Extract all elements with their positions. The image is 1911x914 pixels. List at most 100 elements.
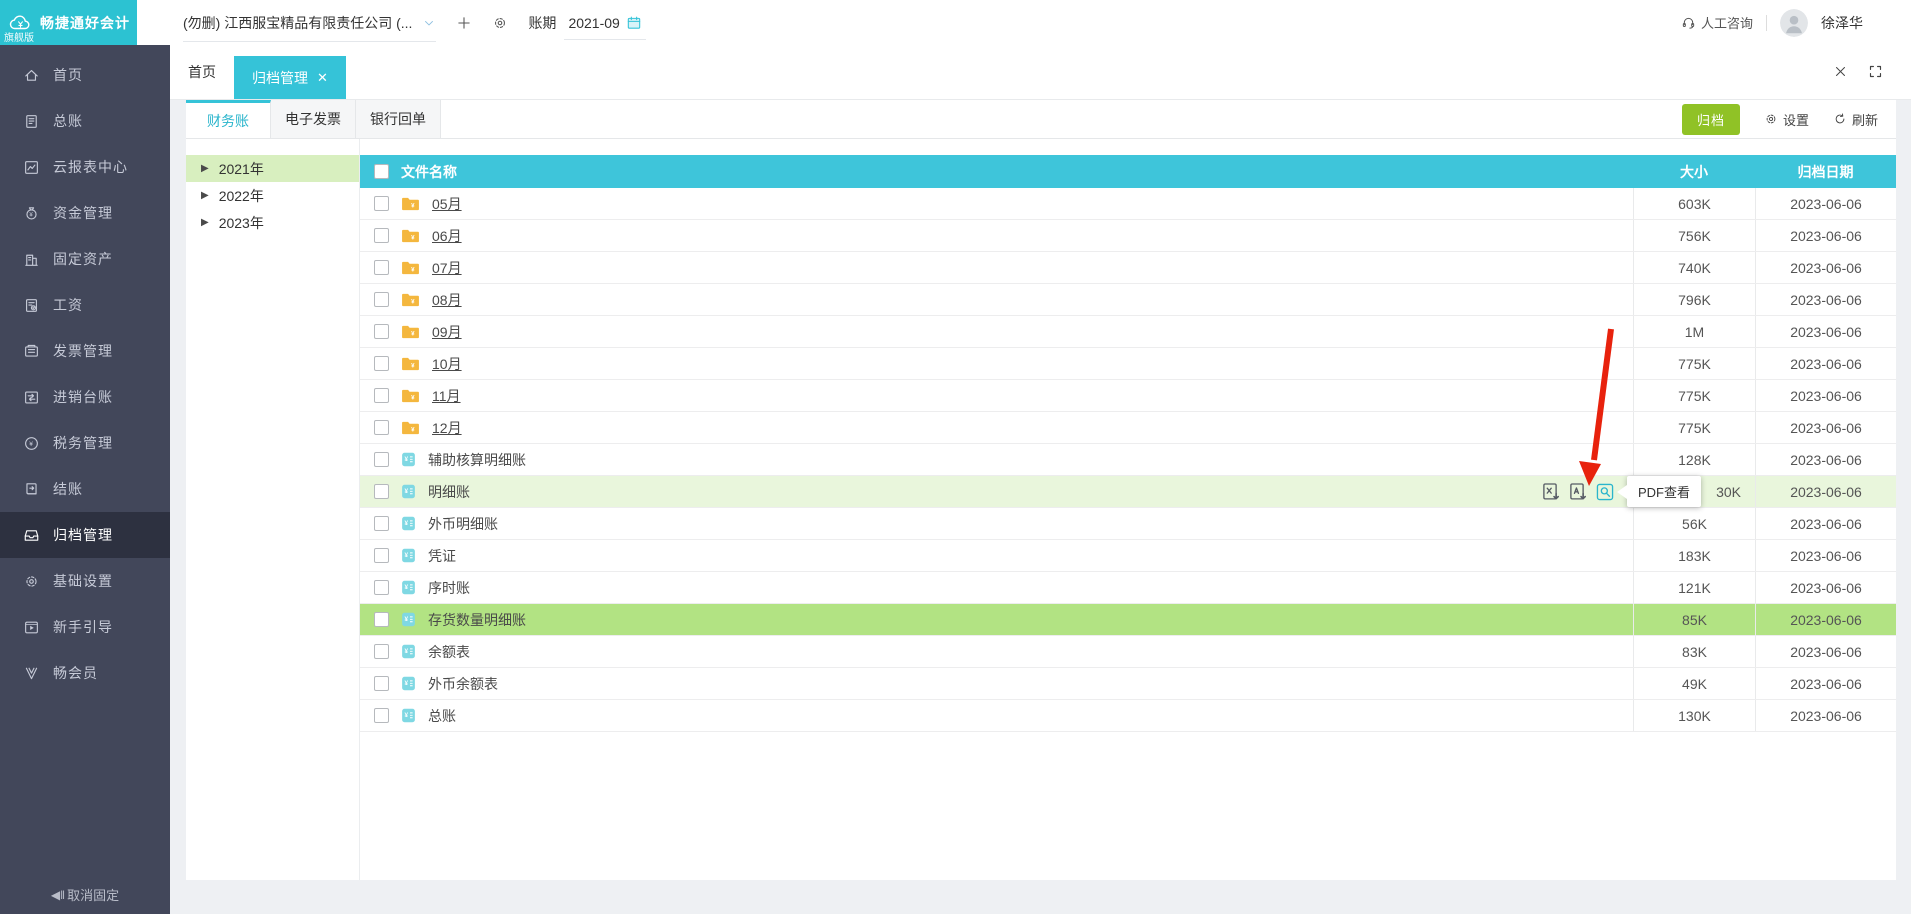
archive-button[interactable]: 归档	[1681, 103, 1740, 135]
file-name[interactable]: 10月	[432, 355, 462, 372]
sidebar-item-member[interactable]: 畅会员	[0, 650, 170, 696]
row-checkbox[interactable]	[374, 580, 389, 595]
sidebar-item-ledger[interactable]: 总账	[0, 98, 170, 144]
file-name[interactable]: 08月	[432, 291, 462, 308]
username[interactable]: 徐泽华	[1821, 14, 1863, 31]
row-checkbox[interactable]	[374, 196, 389, 211]
table-row[interactable]: ¥ 总账 130K 2023-06-06	[360, 700, 1896, 732]
row-checkbox[interactable]	[374, 452, 389, 467]
file-icon: ¥	[401, 452, 416, 467]
row-checkbox[interactable]	[374, 644, 389, 659]
tree-node-2021年[interactable]: ▶ 2021年	[186, 155, 359, 182]
table-row[interactable]: ¥ 余额表 83K 2023-06-06	[360, 636, 1896, 668]
sidebar-item-tax[interactable]: ¥ 税务管理	[0, 420, 170, 466]
name-cell: ¥10月	[360, 348, 1633, 379]
table-row[interactable]: ¥06月 756K 2023-06-06	[360, 220, 1896, 252]
table-row[interactable]: ¥ 明细账 30K 2023-06-06 PDF查看	[360, 476, 1896, 508]
table-row[interactable]: ¥09月 1M 2023-06-06	[360, 316, 1896, 348]
sidebar-item-archive[interactable]: 归档管理	[0, 512, 170, 558]
close-all-tabs-icon[interactable]	[1833, 64, 1848, 79]
table-row[interactable]: ¥ 存货数量明细账 85K 2023-06-06	[360, 604, 1896, 636]
export-excel-icon[interactable]	[1541, 482, 1561, 502]
tree-expand-icon[interactable]: ▶	[201, 189, 209, 201]
file-name: 余额表	[428, 643, 470, 660]
tree-expand-icon[interactable]: ▶	[201, 162, 209, 174]
row-checkbox[interactable]	[374, 612, 389, 627]
add-account-button[interactable]	[456, 15, 472, 31]
table-row[interactable]: ¥10月 775K 2023-06-06	[360, 348, 1896, 380]
table-row[interactable]: ¥ 凭证 183K 2023-06-06	[360, 540, 1896, 572]
sidebar-item-closing[interactable]: 结账	[0, 466, 170, 512]
sidebar-item-trade[interactable]: 进销台账	[0, 374, 170, 420]
settings-button[interactable]: 设置	[1764, 110, 1809, 129]
subtab-finance-account[interactable]: 财务账	[186, 100, 271, 138]
period-picker[interactable]: 2021-09	[564, 15, 647, 40]
refresh-button[interactable]: 刷新	[1833, 110, 1878, 129]
avatar[interactable]	[1780, 8, 1808, 37]
row-checkbox[interactable]	[374, 260, 389, 275]
file-name[interactable]: 06月	[432, 227, 462, 244]
table-row[interactable]: ¥ 外币明细账 56K 2023-06-06	[360, 508, 1896, 540]
tab-archive-management[interactable]: 归档管理 ✕	[234, 56, 346, 99]
row-checkbox[interactable]	[374, 388, 389, 403]
support-button[interactable]: 人工咨询	[1681, 13, 1753, 32]
table-row[interactable]: ¥ 辅助核算明细账 128K 2023-06-06	[360, 444, 1896, 476]
sidebar-item-guide[interactable]: 新手引导	[0, 604, 170, 650]
row-checkbox[interactable]	[374, 324, 389, 339]
name-cell: ¥ 明细账	[360, 476, 1633, 507]
account-settings-icon[interactable]	[492, 15, 508, 31]
tab-close-icon[interactable]: ✕	[317, 70, 328, 85]
tree-node-2022年[interactable]: ▶ 2022年	[186, 182, 359, 209]
brand-logo[interactable]: 畅捷通好会计 旗舰版	[0, 0, 137, 45]
table-row[interactable]: ¥ 外币余额表 49K 2023-06-06	[360, 668, 1896, 700]
fullscreen-icon[interactable]	[1868, 64, 1883, 79]
header-name-cell: 文件名称	[360, 162, 1633, 182]
table-row[interactable]: ¥08月 796K 2023-06-06	[360, 284, 1896, 316]
file-name[interactable]: 07月	[432, 259, 462, 276]
view-pdf-icon[interactable]	[1595, 482, 1615, 502]
row-checkbox[interactable]	[374, 516, 389, 531]
table-row[interactable]: ¥05月 603K 2023-06-06	[360, 188, 1896, 220]
sidebar-item-settings[interactable]: 基础设置	[0, 558, 170, 604]
tree-node-label: 2022年	[218, 187, 264, 204]
sidebar-item-home[interactable]: 首页	[0, 52, 170, 98]
svg-text:¥: ¥	[411, 298, 415, 305]
file-name[interactable]: 05月	[432, 195, 462, 212]
tree-expand-icon[interactable]: ▶	[201, 216, 209, 228]
row-checkbox[interactable]	[374, 228, 389, 243]
file-date: 2023-06-06	[1755, 444, 1896, 475]
table-row[interactable]: ¥07月 740K 2023-06-06	[360, 252, 1896, 284]
table-row[interactable]: ¥ 序时账 121K 2023-06-06	[360, 572, 1896, 604]
refresh-label: 刷新	[1851, 112, 1878, 128]
subtab-e-invoice[interactable]: 电子发票	[271, 100, 356, 138]
sidebar-item-funds[interactable]: ¥ 资金管理	[0, 190, 170, 236]
sidebar-item-invoice[interactable]: 发票管理	[0, 328, 170, 374]
table-row[interactable]: ¥11月 775K 2023-06-06	[360, 380, 1896, 412]
export-pdf-icon[interactable]	[1568, 482, 1588, 502]
sidebar-item-report[interactable]: 云报表中心	[0, 144, 170, 190]
row-checkbox[interactable]	[374, 356, 389, 371]
tab-home[interactable]: 首页	[170, 45, 234, 99]
tree-node-2023年[interactable]: ▶ 2023年	[186, 209, 359, 236]
file-size: 740K	[1633, 252, 1755, 283]
select-all-checkbox[interactable]	[374, 164, 389, 179]
row-checkbox[interactable]	[374, 484, 389, 499]
sidebar-item-salary[interactable]: 工资	[0, 282, 170, 328]
table-row[interactable]: ¥12月 775K 2023-06-06	[360, 412, 1896, 444]
row-checkbox[interactable]	[374, 420, 389, 435]
file-name: 序时账	[428, 579, 470, 596]
row-checkbox[interactable]	[374, 676, 389, 691]
subtab-bank-receipt[interactable]: 银行回单	[356, 100, 441, 138]
file-name[interactable]: 12月	[432, 419, 462, 436]
unpin-sidebar-button[interactable]: ◀‖ 取消固定	[0, 885, 170, 904]
file-size: 121K	[1633, 572, 1755, 603]
file-date: 2023-06-06	[1755, 540, 1896, 571]
sidebar-item-assets[interactable]: 固定资产	[0, 236, 170, 282]
row-checkbox[interactable]	[374, 548, 389, 563]
company-selector[interactable]: (勿删) 江西服宝精品有限责任公司 (...	[183, 13, 437, 42]
file-name[interactable]: 11月	[432, 387, 461, 404]
file-name[interactable]: 09月	[432, 323, 462, 340]
row-checkbox[interactable]	[374, 708, 389, 723]
panel-body: ▶ 2021年 ▶ 2022年 ▶ 2023年 文件名称 大小 归档日期 ¥05月 603K…	[186, 139, 1896, 880]
row-checkbox[interactable]	[374, 292, 389, 307]
